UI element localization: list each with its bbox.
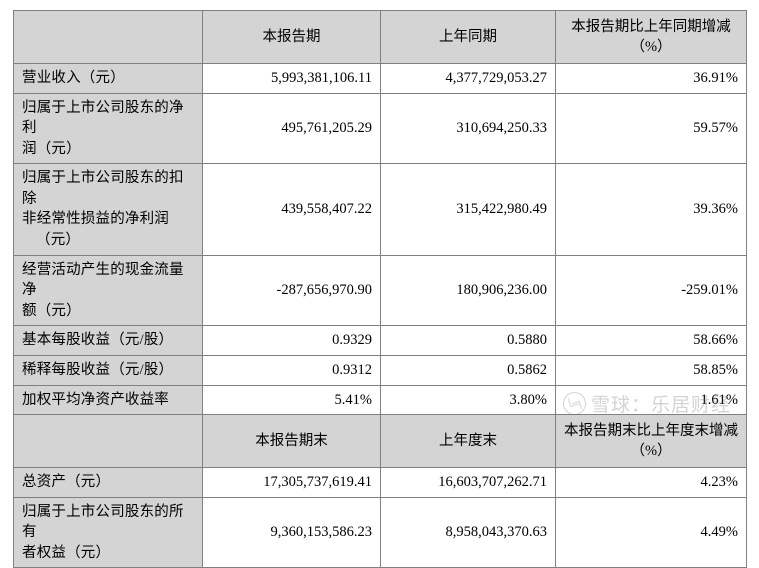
row-label-operating-cash-flow-line2: 额（元） [22, 302, 81, 319]
table-header-row-period: 本报告期 上年同期 本报告期比上年同期增减（%） [13, 10, 747, 64]
table-row: 归属于上市公司股东的净利 润（元） 495,761,205.29 310,694… [13, 92, 747, 165]
table-row: 加权平均净资产收益率 5.41% 3.80% 1.61% [13, 384, 747, 416]
row-label-owners-equity-line2: 者权益（元） [22, 544, 111, 561]
cell-diluted-eps-previous: 0.5862 [380, 354, 556, 386]
cell-owners-equity-change: 4.49% [555, 496, 747, 568]
cell-revenue-change: 36.91% [555, 63, 747, 94]
header-cell-blank-2 [13, 414, 203, 469]
row-label-deducted-net-profit-line2: 非经常性损益的净利润 [22, 211, 169, 228]
cell-weighted-roe-change: 1.61% [555, 384, 747, 416]
cell-deducted-net-profit-current: 439,558,407.22 [202, 163, 381, 256]
row-label-operating-cash-flow-line1: 经营活动产生的现金流量净 [22, 261, 184, 299]
row-label-deducted-net-profit-line3: （元） [36, 232, 81, 249]
financial-summary-table: 本报告期 上年同期 本报告期比上年同期增减（%） 营业收入（元） 5,993,3… [13, 10, 747, 568]
cell-basic-eps-current: 0.9329 [202, 325, 381, 356]
row-label-net-profit-line2: 润（元） [22, 140, 81, 157]
header-cell-previous-year-end: 上年度末 [380, 414, 556, 469]
cell-weighted-roe-previous: 3.80% [380, 384, 556, 416]
table-row: 基本每股收益（元/股） 0.9329 0.5880 58.66% [13, 325, 747, 356]
table-row: 稀释每股收益（元/股） 0.9312 0.5862 58.85% [13, 354, 747, 386]
cell-diluted-eps-change: 58.85% [555, 354, 747, 386]
header-cell-current-period: 本报告期 [202, 10, 381, 64]
row-label-weighted-roe: 加权平均净资产收益率 [13, 384, 203, 416]
header-cell-current-end-of-period: 本报告期末 [202, 414, 381, 469]
header-cell-change-period: 本报告期比上年同期增减（%） [555, 10, 747, 64]
header-cell-blank [13, 10, 203, 64]
header-cell-previous-period: 上年同期 [380, 10, 556, 64]
row-label-owners-equity: 归属于上市公司股东的所有 者权益（元） [13, 496, 203, 568]
cell-basic-eps-previous: 0.5880 [380, 325, 556, 356]
table-row: 归属于上市公司股东的所有 者权益（元） 9,360,153,586.23 8,9… [13, 496, 747, 568]
row-label-revenue: 营业收入（元） [13, 63, 203, 94]
cell-operating-cash-flow-current: -287,656,970.90 [202, 254, 381, 327]
row-label-owners-equity-line1: 归属于上市公司股东的所有 [22, 503, 184, 541]
cell-net-profit-previous: 310,694,250.33 [380, 92, 556, 165]
cell-revenue-current: 5,993,381,106.11 [202, 63, 381, 94]
row-label-total-assets: 总资产（元） [13, 467, 203, 498]
cell-owners-equity-current: 9,360,153,586.23 [202, 496, 381, 568]
cell-total-assets-change: 4.23% [555, 467, 747, 498]
cell-total-assets-current: 17,305,737,619.41 [202, 467, 381, 498]
cell-deducted-net-profit-previous: 315,422,980.49 [380, 163, 556, 256]
table-row: 经营活动产生的现金流量净 额（元） -287,656,970.90 180,90… [13, 254, 747, 327]
header-cell-change-end-of-period: 本报告期末比上年度末增减（%） [555, 414, 747, 469]
table-row: 总资产（元） 17,305,737,619.41 16,603,707,262.… [13, 467, 747, 498]
table-row: 归属于上市公司股东的扣除 非经常性损益的净利润 （元） 439,558,407.… [13, 163, 747, 256]
row-label-deducted-net-profit-line1: 归属于上市公司股东的扣除 [22, 170, 184, 207]
row-label-diluted-eps: 稀释每股收益（元/股） [13, 354, 203, 386]
cell-weighted-roe-current: 5.41% [202, 384, 381, 416]
row-label-operating-cash-flow: 经营活动产生的现金流量净 额（元） [13, 254, 203, 327]
row-label-basic-eps: 基本每股收益（元/股） [13, 325, 203, 356]
cell-operating-cash-flow-previous: 180,906,236.00 [380, 254, 556, 327]
table-header-row-end-of-period: 本报告期末 上年度末 本报告期末比上年度末增减（%） [13, 414, 747, 469]
table-row: 营业收入（元） 5,993,381,106.11 4,377,729,053.2… [13, 63, 747, 94]
row-label-net-profit: 归属于上市公司股东的净利 润（元） [13, 92, 203, 165]
cell-net-profit-current: 495,761,205.29 [202, 92, 381, 165]
cell-diluted-eps-current: 0.9312 [202, 354, 381, 386]
row-label-deducted-net-profit: 归属于上市公司股东的扣除 非经常性损益的净利润 （元） [13, 163, 203, 256]
cell-operating-cash-flow-change: -259.01% [555, 254, 747, 327]
cell-revenue-previous: 4,377,729,053.27 [380, 63, 556, 94]
cell-total-assets-previous: 16,603,707,262.71 [380, 467, 556, 498]
cell-owners-equity-previous: 8,958,043,370.63 [380, 496, 556, 568]
document-page: 本报告期 上年同期 本报告期比上年同期增减（%） 营业收入（元） 5,993,3… [0, 0, 759, 428]
cell-deducted-net-profit-change: 39.36% [555, 163, 747, 256]
cell-net-profit-change: 59.57% [555, 92, 747, 165]
cell-basic-eps-change: 58.66% [555, 325, 747, 356]
row-label-net-profit-line1: 归属于上市公司股东的净利 [22, 99, 184, 137]
